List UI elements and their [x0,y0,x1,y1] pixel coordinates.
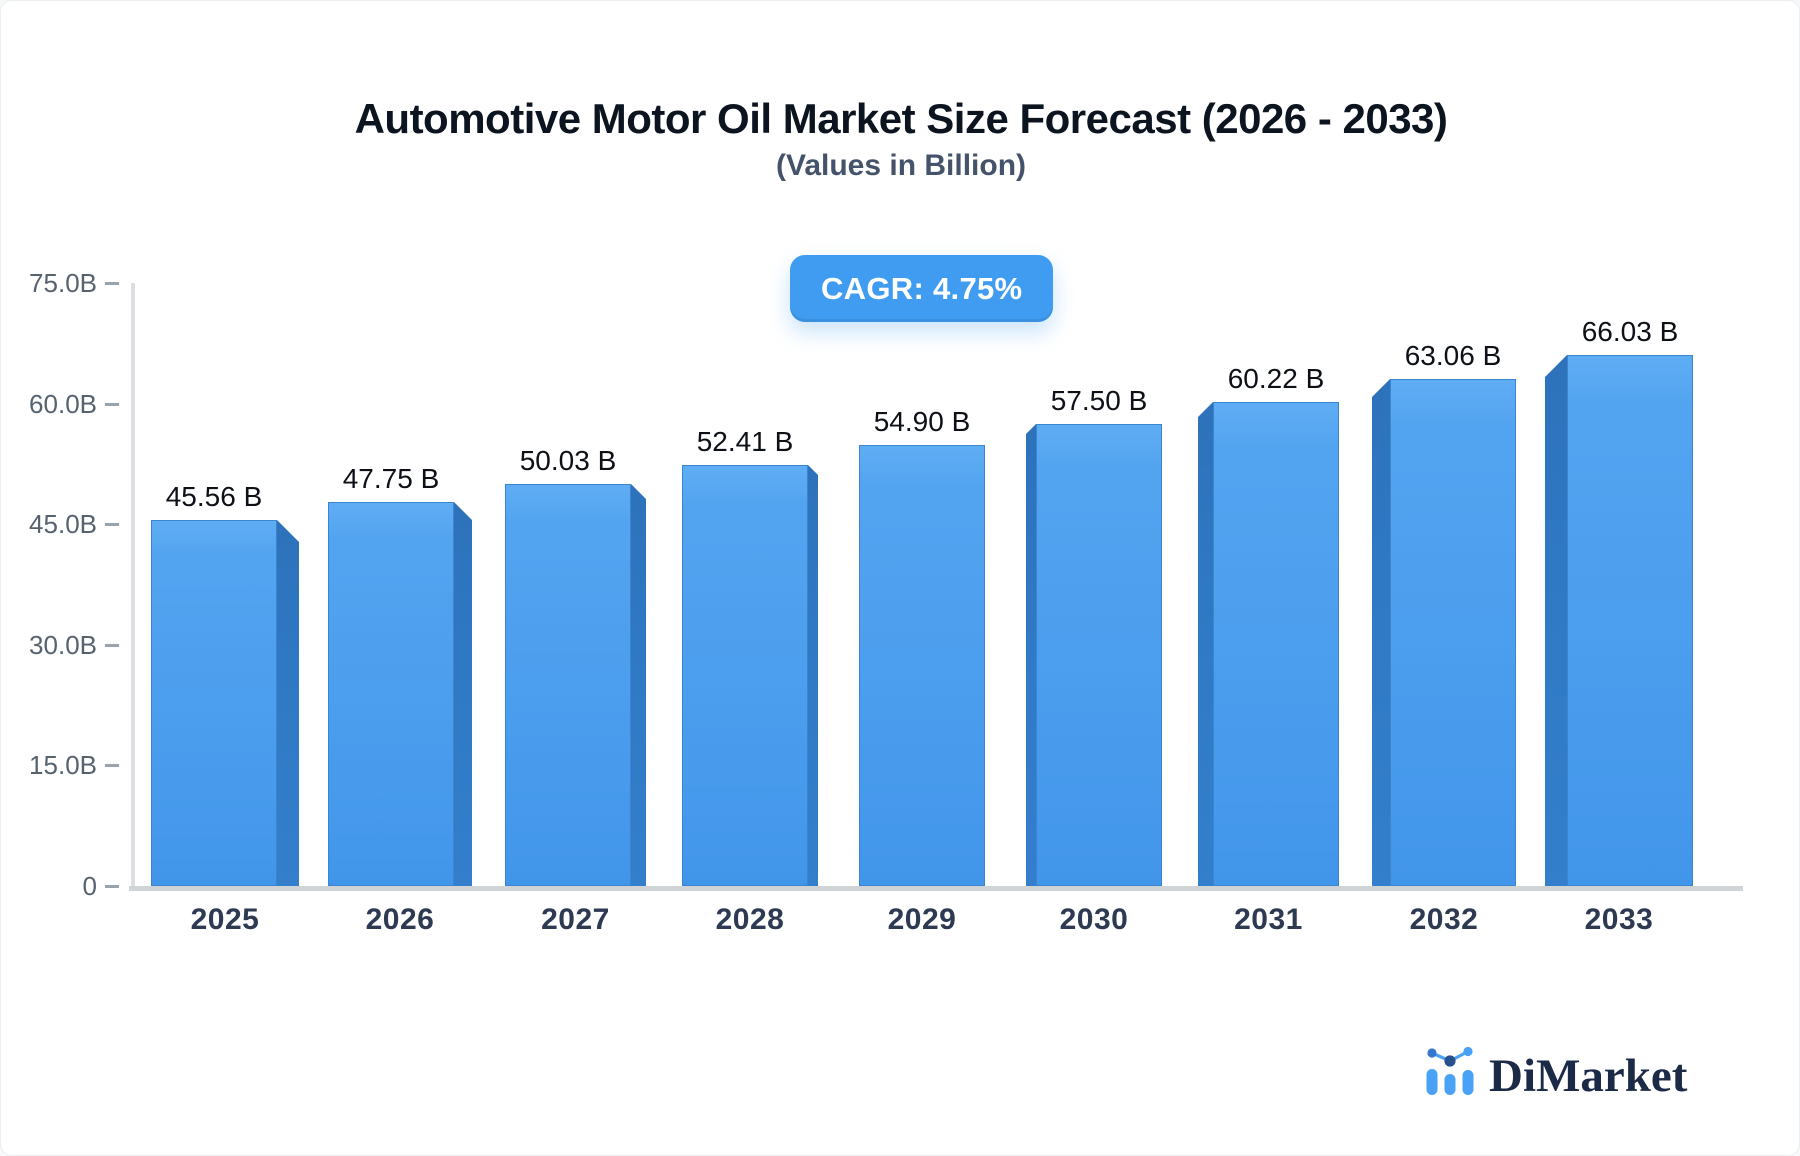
x-axis-label-2032: 2032 [1409,903,1479,936]
bar-2028 [682,465,808,886]
x-axis-label-2026: 2026 [365,903,435,936]
y-axis-tick [105,643,119,647]
y-axis-tick [105,402,119,406]
y-axis-tick [105,764,119,768]
bar-value-label-2025: 45.56 B [165,481,263,512]
bar-2030 [1036,424,1162,886]
logo: DiMarket [1425,1046,1688,1102]
x-axis-label-2025: 2025 [190,903,260,936]
y-axis-label: 0 [82,871,97,901]
x-axis-line [129,886,1743,891]
cagr-badge: CAGR: 4.75% [790,255,1054,322]
bar-side-2027 [631,484,646,886]
bar-side-2028 [808,465,818,886]
bar-value-label-2027: 50.03 B [519,445,617,476]
bar-value-label-2029: 54.90 B [873,406,971,437]
bar-2029 [859,445,985,886]
logo-text: DiMarket [1489,1050,1688,1102]
y-axis-label: 15.0B [29,750,97,781]
bar-side-2025 [277,520,299,886]
bar-value-label-2031: 60.22 B [1227,363,1325,394]
bar-2025 [151,520,277,886]
bar-side-2030 [1026,424,1036,886]
bar-side-2032 [1372,379,1390,886]
y-axis-label: 75.0B [29,268,97,298]
bar-value-label-2026: 47.75 B [342,463,440,494]
x-axis-label-2033: 2033 [1584,903,1654,936]
bar-2031 [1213,402,1339,886]
y-axis-tick [105,523,119,527]
chart-title: Automotive Motor Oil Market Size Forecas… [354,95,1448,142]
y-axis-line [131,283,135,891]
x-axis-label-2029: 2029 [887,903,957,936]
x-axis-label-2028: 2028 [715,903,785,936]
bar-2032 [1390,379,1516,886]
bar-chart-logo-icon [1425,1046,1477,1102]
bar-value-label-2032: 63.06 B [1404,340,1502,371]
bar-value-label-2033: 66.03 B [1581,316,1679,347]
bar-side-2031 [1198,402,1213,886]
x-axis-label-2031: 2031 [1234,903,1303,936]
bar-2026 [328,502,454,886]
bar-2027 [505,484,631,886]
bar-value-label-2028: 52.41 B [696,426,794,457]
bar-side-2026 [454,502,472,886]
y-axis-label: 60.0B [29,388,97,419]
chart-subtitle: (Values in Billion) [775,149,1027,182]
y-axis-tick [105,282,119,285]
x-axis-label-2030: 2030 [1059,903,1129,936]
y-axis-label: 30.0B [29,629,97,660]
x-axis-label-2027: 2027 [541,903,610,936]
bar-2033 [1567,355,1693,886]
y-axis-tick [105,885,119,888]
y-axis-label: 45.0B [29,509,97,540]
bar-value-label-2030: 57.50 B [1050,385,1148,416]
bar-side-2033 [1545,355,1567,886]
